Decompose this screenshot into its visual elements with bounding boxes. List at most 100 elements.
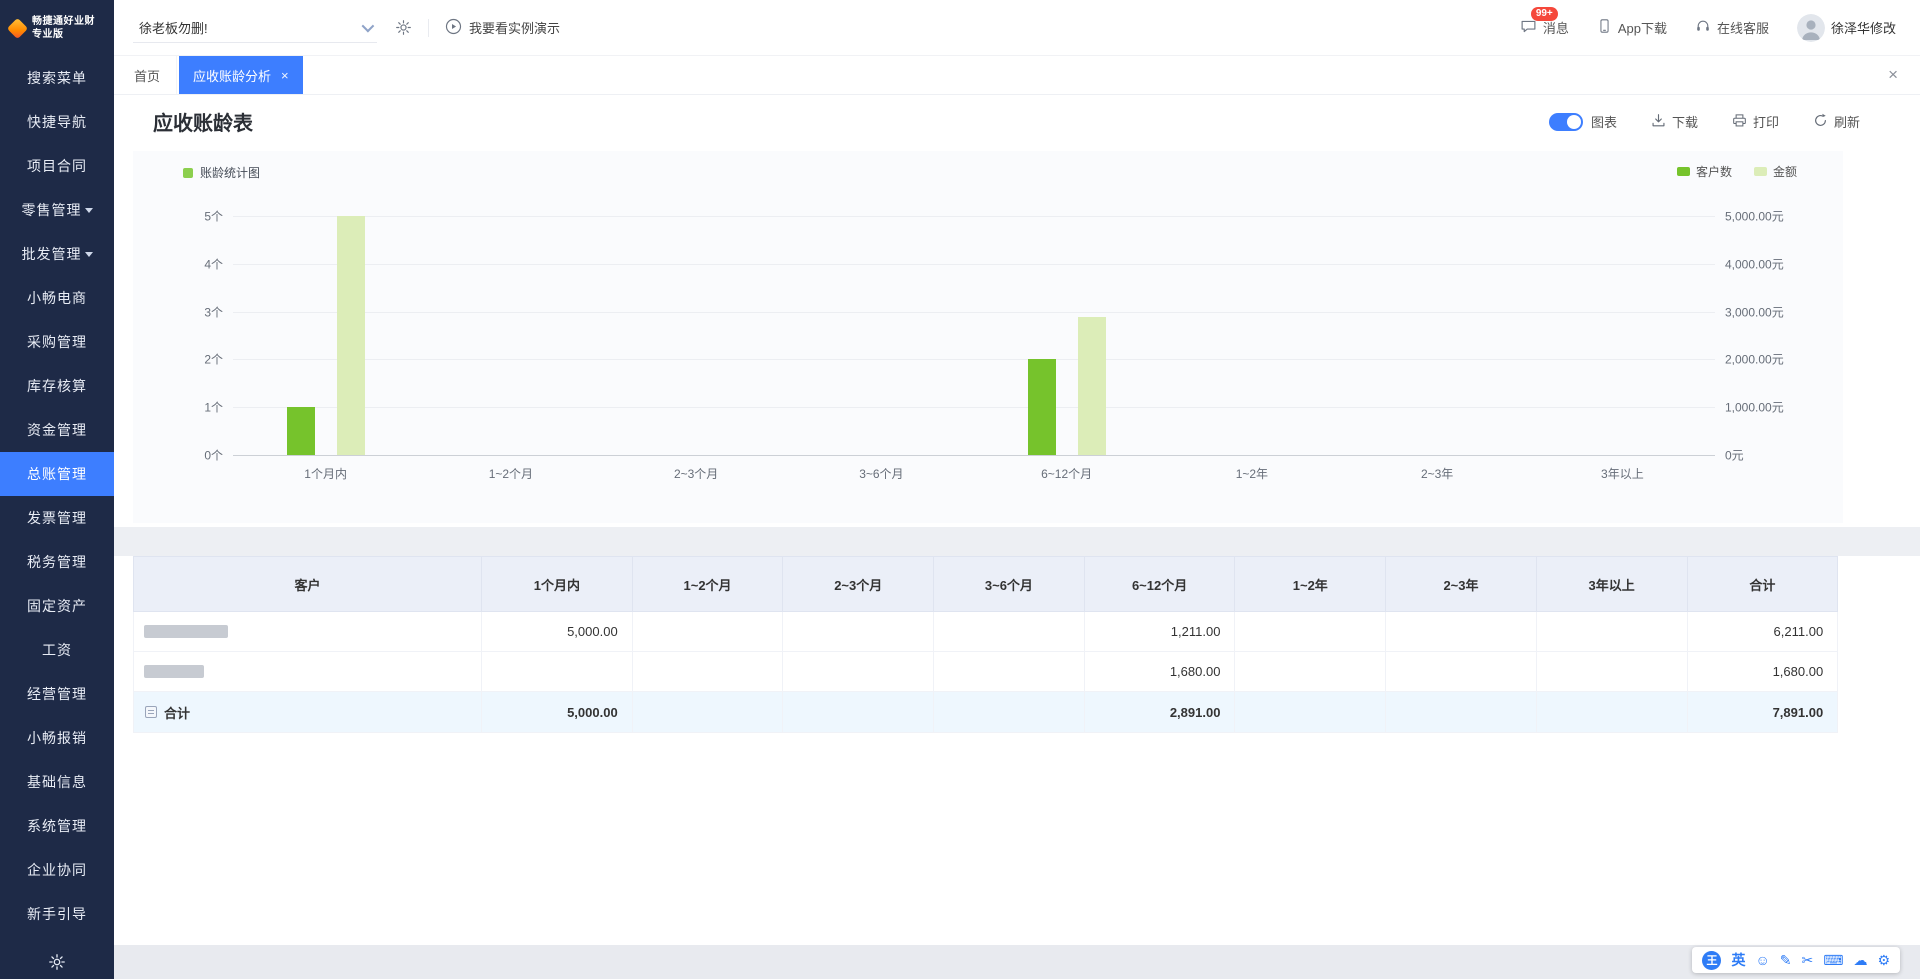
sidebar-item-16[interactable]: 小畅报销: [0, 716, 114, 760]
total-amount-cell: [1535, 691, 1688, 733]
logo-icon: [6, 17, 29, 39]
sidebar-settings-gear-icon[interactable]: [0, 953, 114, 971]
bar-customers-5: [1027, 359, 1056, 455]
sidebar-item-9[interactable]: 资金管理: [0, 408, 114, 452]
company-selector-value: 徐老板勿删!: [139, 20, 208, 36]
scissors-icon[interactable]: ✂: [1801, 952, 1814, 968]
app-logo: 畅捷通好业财 专业版: [0, 0, 114, 56]
chart-legend: 客户数 金额: [1676, 163, 1797, 180]
gridline: [233, 359, 1715, 361]
sidebar-item-15[interactable]: 经营管理: [0, 672, 114, 716]
amount-cell: [631, 611, 784, 652]
total-amount-cell: [631, 691, 784, 733]
amount-cell: [1535, 611, 1688, 652]
table-row: 5,000.00 1,211.00 6,211.00: [133, 611, 1839, 652]
x-axis-label: 3年以上: [1601, 467, 1644, 481]
tab-aging-analysis[interactable]: 应收账龄分析 ×: [179, 56, 303, 94]
keyboard-icon[interactable]: ⌨: [1823, 952, 1844, 968]
legend-swatch: [1676, 167, 1690, 176]
table-total-row: 合计 5,000.00 2,891.00 7,891.00: [133, 691, 1839, 733]
sidebar-item-label: 库存核算: [27, 378, 87, 394]
gridline: [233, 455, 1715, 456]
gridline: [233, 216, 1715, 217]
sidebar-item-13[interactable]: 固定资产: [0, 584, 114, 628]
aging-table: 客户 1个月内 1~2个月 2~3个月 3~6个月 6~12个月 1~2年 2~3年 3年以上合…: [133, 556, 1839, 733]
settings-icon[interactable]: ⚙: [1877, 952, 1890, 968]
topbar-gear-icon[interactable]: [395, 19, 412, 36]
chart-category-4: [789, 216, 974, 455]
sidebar-item-label: 基础信息: [27, 774, 87, 790]
tab-home[interactable]: 首页: [118, 56, 177, 94]
chart-view-toggle[interactable]: 图表: [1548, 112, 1617, 131]
user-menu[interactable]: 徐泽华修改: [1796, 13, 1896, 42]
gridline: [233, 263, 1715, 265]
avatar[interactable]: [1796, 13, 1825, 42]
x-axis-label: 1个月内: [304, 467, 347, 481]
sidebar-item-3[interactable]: 项目合同: [0, 144, 114, 188]
bottom-strip: 王 英 ☺ ✎ ✂ ⌨ ☁ ⚙: [114, 945, 1920, 979]
topbar: 徐老板勿删! 我要看实例演示 99+ 消息 App下载: [114, 0, 1920, 56]
download-button[interactable]: 下载: [1651, 112, 1698, 131]
sidebar-item-label: 新手引导: [27, 906, 87, 922]
demo-link[interactable]: 我要看实例演示: [445, 18, 560, 38]
sidebar-item-label: 快捷导航: [27, 114, 87, 130]
tab-close-icon[interactable]: ×: [281, 67, 289, 83]
sidebar-item-label: 零售管理: [21, 202, 82, 218]
sidebar-item-10[interactable]: 总账管理: [0, 452, 114, 496]
cloud-icon[interactable]: ☁: [1853, 952, 1868, 968]
amount-cell: [933, 611, 1085, 652]
total-amount-cell: [1385, 691, 1537, 733]
sidebar-item-12[interactable]: 税务管理: [0, 540, 114, 584]
chart-marker-icon: [183, 167, 193, 178]
legend-item[interactable]: 客户数: [1676, 163, 1732, 180]
download-icon: [1651, 113, 1666, 131]
bar-customers-1: [286, 407, 315, 455]
sidebar-item-17[interactable]: 基础信息: [0, 760, 114, 804]
pen-icon[interactable]: ✎: [1779, 952, 1792, 968]
sidebar-item-14[interactable]: 工资: [0, 628, 114, 672]
y-axis-tick-right: 0元: [1725, 448, 1744, 463]
sidebar-item-2[interactable]: 快捷导航: [0, 100, 114, 144]
print-button[interactable]: 打印: [1732, 112, 1779, 131]
sidebar-item-label: 总账管理: [27, 466, 87, 482]
sidebar-item-8[interactable]: 库存核算: [0, 364, 114, 408]
sidebar-item-6[interactable]: 小畅电商: [0, 276, 114, 320]
ime-language-mode[interactable]: 英: [1731, 952, 1746, 968]
y-axis-tick-left: 0个: [204, 448, 223, 463]
sidebar-item-5[interactable]: 批发管理: [0, 232, 114, 276]
sidebar-item-20[interactable]: 新手引导: [0, 892, 114, 936]
amount-cell: [631, 651, 784, 692]
y-axis-tick-left: 3个: [204, 305, 223, 320]
chart-y-axis-left: 5个 4个 3个 2个 1个 0个: [133, 210, 223, 463]
sidebar-item-19[interactable]: 企业协同: [0, 848, 114, 892]
legend-item[interactable]: 金额: [1753, 163, 1797, 180]
sidebar-item-11[interactable]: 发票管理: [0, 496, 114, 540]
chart-category-3: [604, 216, 789, 455]
sidebar-item-4[interactable]: 零售管理: [0, 188, 114, 232]
chart-y-axis-right: 5,000.00元 4,000.00元 3,000.00元 2,000.00元 1,00…: [1725, 210, 1840, 463]
company-selector[interactable]: 徐老板勿删!: [133, 12, 377, 43]
ime-logo[interactable]: 王: [1702, 950, 1722, 970]
refresh-icon: [1813, 113, 1828, 131]
chart-panel: 账龄统计图 客户数 金额 5个 4个 3个 2个 1个 0个 5,000.00元 4,000.…: [133, 151, 1843, 523]
sidebar-menu: 搜索菜单快捷导航项目合同零售管理批发管理 小畅电商 采购管理库存核算资金管理总账管理…: [0, 56, 114, 936]
sidebar-item-18[interactable]: 系统管理: [0, 804, 114, 848]
total-label: 合计: [135, 703, 480, 722]
expand-icon[interactable]: [145, 706, 157, 718]
app-download-button[interactable]: App下载: [1597, 18, 1667, 37]
close-all-tabs-icon[interactable]: ×: [1888, 65, 1898, 84]
table-body: 5,000.00 1,211.00 6,211.00 1,680.00 1,680.00…: [133, 611, 1839, 733]
toggle-switch[interactable]: [1548, 112, 1583, 131]
y-axis-tick-left: 5个: [204, 209, 223, 224]
report-controls: 图表 下载 打印 刷新: [1548, 112, 1860, 131]
sidebar-item-1[interactable]: 搜索菜单: [0, 56, 114, 100]
total-amount-cell: [933, 691, 1085, 733]
refresh-button[interactable]: 刷新: [1813, 112, 1860, 131]
app-download-label: App下载: [1617, 21, 1667, 36]
messages-button[interactable]: 99+ 消息: [1520, 6, 1569, 38]
sidebar-item-7[interactable]: 采购管理: [0, 320, 114, 364]
amount-cell: 1,211.00: [1083, 611, 1236, 652]
support-label: 在线客服: [1716, 21, 1769, 36]
emoji-icon[interactable]: ☺: [1755, 952, 1770, 968]
support-button[interactable]: 在线客服: [1695, 18, 1769, 37]
